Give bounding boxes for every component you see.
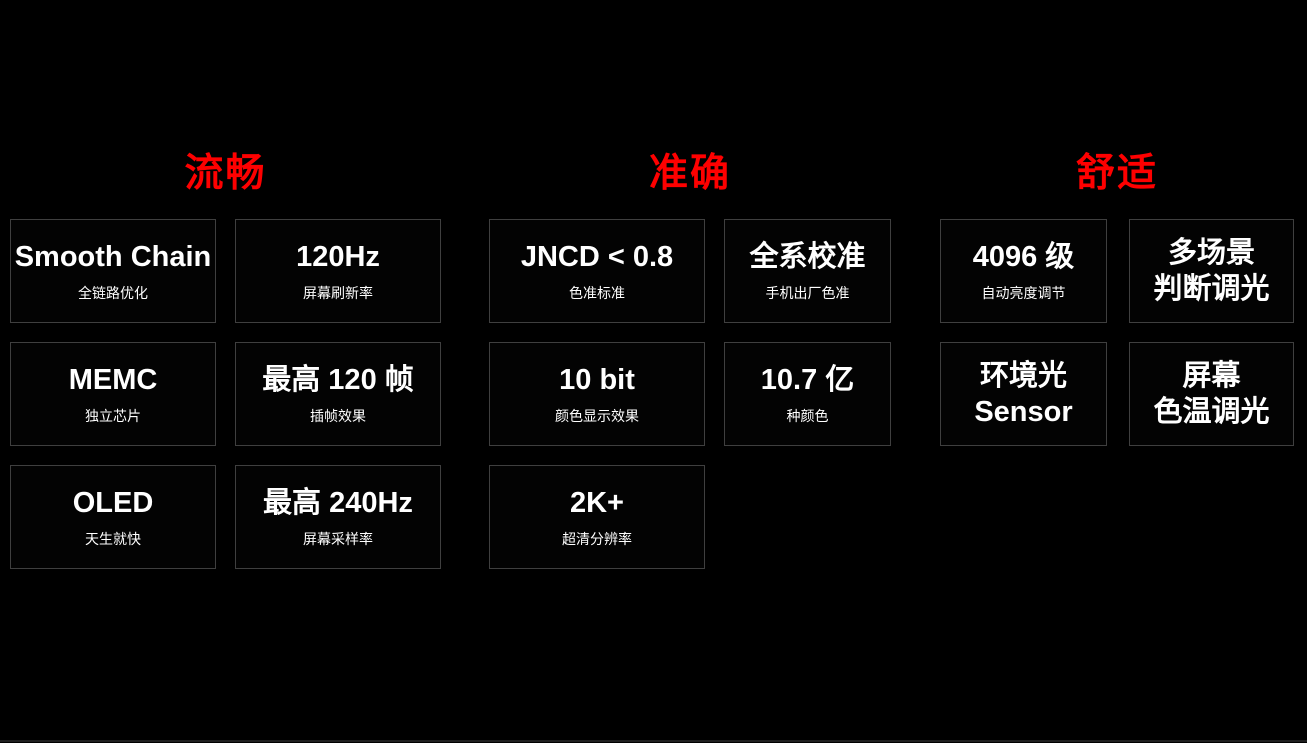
- section-title-comfort: 舒适: [1075, 152, 1158, 195]
- section-comfort: 舒适 4096 级 自动亮度调节 多场景 判断调光 环境光 Sensor 屏幕 …: [940, 150, 1294, 446]
- feature-card-multi-scene-dimming: 多场景 判断调光: [1129, 219, 1294, 323]
- feature-label: 超清分辨率: [562, 530, 632, 547]
- feature-label: 手机出厂色准: [765, 284, 850, 301]
- feature-card-calibration: 全系校准 手机出厂色准: [724, 219, 891, 323]
- feature-value: 环境光 Sensor: [974, 359, 1073, 428]
- feature-label: 天生就快: [85, 530, 141, 547]
- feature-card-color-temp-dimming: 屏幕 色温调光: [1129, 342, 1294, 446]
- feature-card-2k: 2K+ 超清分辨率: [489, 465, 705, 569]
- feature-card-240hz: 最高 240Hz 屏幕采样率: [235, 465, 441, 569]
- section-title-smooth: 流畅: [184, 152, 267, 195]
- feature-label: 自动亮度调节: [981, 284, 1066, 301]
- feature-value: 10.7 亿: [760, 364, 855, 397]
- card-grid-smooth: Smooth Chain 全链路优化 120Hz 屏幕刷新率 MEMC 独立芯片…: [10, 219, 441, 569]
- feature-value: 最高 120 帧: [262, 364, 414, 397]
- feature-value: 2K+: [569, 487, 624, 520]
- feature-value: 10 bit: [559, 364, 635, 397]
- section-title-accurate: 准确: [648, 152, 731, 195]
- feature-card-4096-levels: 4096 级 自动亮度调节: [940, 219, 1107, 323]
- feature-card-10bit: 10 bit 颜色显示效果: [489, 342, 705, 446]
- feature-label: 色准标准: [569, 284, 625, 301]
- feature-card-oled: OLED 天生就快: [10, 465, 216, 569]
- feature-card-colors-count: 10.7 亿 种颜色: [724, 342, 891, 446]
- feature-value: OLED: [72, 487, 154, 520]
- feature-value: 最高 240Hz: [263, 487, 413, 520]
- section-accurate: 准确 JNCD < 0.8 色准标准 全系校准 手机出厂色准 10 bit 颜色…: [489, 150, 891, 569]
- feature-label: 独立芯片: [85, 407, 141, 424]
- feature-label: 种颜色: [786, 407, 829, 424]
- feature-value: JNCD < 0.8: [520, 241, 674, 274]
- feature-label: 屏幕刷新率: [303, 284, 373, 301]
- section-smooth: 流畅 Smooth Chain 全链路优化 120Hz 屏幕刷新率 MEMC 独…: [10, 150, 441, 569]
- feature-label: 颜色显示效果: [555, 407, 639, 424]
- feature-value: 屏幕 色温调光: [1153, 359, 1270, 428]
- feature-card-memc: MEMC 独立芯片: [10, 342, 216, 446]
- card-grid-accurate: JNCD < 0.8 色准标准 全系校准 手机出厂色准 10 bit 颜色显示效…: [489, 219, 891, 569]
- feature-card-smooth-chain: Smooth Chain 全链路优化: [10, 219, 216, 323]
- feature-value: 120Hz: [296, 241, 380, 274]
- card-grid-comfort: 4096 级 自动亮度调节 多场景 判断调光 环境光 Sensor 屏幕 色温调…: [940, 219, 1294, 446]
- feature-card-120hz: 120Hz 屏幕刷新率: [235, 219, 441, 323]
- feature-label: 屏幕采样率: [303, 530, 373, 547]
- feature-value: 多场景 判断调光: [1153, 236, 1270, 305]
- feature-card-120fps: 最高 120 帧 插帧效果: [235, 342, 441, 446]
- bottom-progress-line: [0, 740, 1307, 742]
- feature-value: 全系校准: [749, 241, 866, 274]
- feature-label: 插帧效果: [310, 407, 366, 424]
- feature-card-ambient-light-sensor: 环境光 Sensor: [940, 342, 1107, 446]
- feature-value: Smooth Chain: [14, 241, 212, 274]
- feature-value: MEMC: [68, 364, 158, 397]
- feature-label: 全链路优化: [78, 284, 148, 301]
- feature-card-jncd: JNCD < 0.8 色准标准: [489, 219, 705, 323]
- feature-value: 4096 级: [972, 241, 1075, 274]
